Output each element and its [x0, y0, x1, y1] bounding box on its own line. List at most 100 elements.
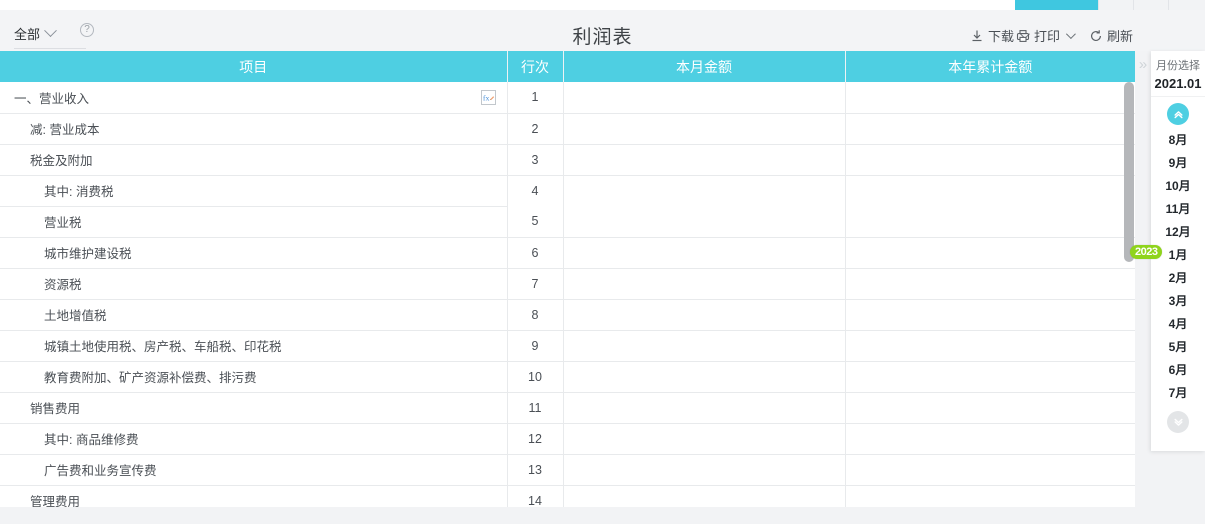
column-header-ytd[interactable]: 本年累计金额 [845, 51, 1135, 82]
column-header-item[interactable]: 项目 [0, 51, 508, 82]
cell-item[interactable]: 其中: 商品维修费 [0, 423, 508, 455]
print-label: 打印 [1034, 29, 1061, 44]
table-row[interactable]: 减: 营业成本 2 [0, 113, 1135, 145]
month-item[interactable]: 8月 [1168, 133, 1188, 147]
item-label: 城镇土地使用税、房产税、车船税、印花税 [44, 340, 282, 354]
cell-ytd-amount[interactable] [845, 485, 1135, 507]
cell-month-amount[interactable] [563, 330, 846, 362]
cell-month-amount[interactable] [563, 144, 846, 176]
cell-item[interactable]: 其中: 消费税 [0, 175, 508, 207]
table-row[interactable]: 销售费用 11 [0, 392, 1135, 424]
item-label: 一、营业收入 [14, 91, 90, 106]
cell-item[interactable]: 减: 营业成本 [0, 113, 508, 145]
cell-month-amount[interactable] [563, 299, 846, 331]
cell-ytd-amount[interactable] [845, 423, 1135, 455]
item-label: 销售费用 [30, 402, 81, 416]
help-icon[interactable]: ? [80, 23, 94, 37]
cell-line-number: 3 [507, 144, 564, 176]
cell-ytd-amount[interactable] [845, 454, 1135, 486]
item-label: 教育费附加、矿产资源补偿费、排污费 [44, 371, 257, 385]
cell-item[interactable]: 管理费用 [0, 485, 508, 507]
cell-ytd-amount[interactable] [845, 392, 1135, 424]
cell-ytd-amount[interactable] [845, 144, 1135, 176]
month-selector-value[interactable]: 2021.01 [1154, 76, 1202, 91]
cell-item[interactable]: 资源税 [0, 268, 508, 300]
month-item[interactable]: 10月 [1165, 179, 1191, 193]
cell-line-number: 11 [507, 392, 564, 424]
month-item[interactable]: 2月 [1168, 271, 1188, 285]
cell-ytd-amount[interactable] [845, 361, 1135, 393]
cell-month-amount[interactable] [563, 82, 846, 114]
cell-ytd-amount[interactable] [845, 299, 1135, 331]
item-label: 其中: 商品维修费 [44, 433, 139, 447]
month-item[interactable]: 7月 [1168, 386, 1188, 400]
year-badge: 2023 [1130, 245, 1163, 259]
table-row[interactable]: 营业税 5 [0, 206, 1135, 238]
cell-line-number: 5 [507, 206, 564, 238]
month-item[interactable]: 11月 [1165, 202, 1191, 216]
cell-ytd-amount[interactable] [845, 206, 1135, 238]
active-tab-indicator[interactable] [1015, 0, 1098, 10]
cell-ytd-amount[interactable] [845, 330, 1135, 362]
cell-month-amount[interactable] [563, 175, 846, 206]
refresh-button[interactable]: 刷新 [1089, 26, 1133, 45]
cell-month-amount[interactable] [563, 206, 846, 238]
cell-month-amount[interactable] [563, 423, 846, 455]
cell-line-number: 14 [507, 485, 564, 507]
cell-month-amount[interactable] [563, 237, 846, 269]
refresh-label: 刷新 [1107, 29, 1134, 44]
cell-month-amount[interactable] [563, 454, 846, 486]
cell-item[interactable]: 税金及附加 [0, 144, 508, 176]
double-chevron-up-icon[interactable] [1167, 103, 1189, 125]
table-row[interactable]: 教育费附加、矿产资源补偿费、排污费 10 [0, 361, 1135, 393]
cell-month-amount[interactable] [563, 361, 846, 393]
table-row[interactable]: 其中: 消费税 4 [0, 175, 1135, 207]
month-item[interactable]: 12月 [1165, 225, 1191, 239]
cell-item[interactable]: 销售费用 [0, 392, 508, 424]
table-row[interactable]: 其中: 商品维修费 12 [0, 423, 1135, 455]
vertical-scrollbar-thumb[interactable] [1124, 82, 1134, 262]
cell-month-amount[interactable] [563, 113, 846, 145]
double-chevron-down-icon[interactable] [1167, 411, 1189, 433]
cell-ytd-amount[interactable] [845, 237, 1135, 269]
cell-item[interactable]: 营业税 [0, 206, 508, 238]
table-row[interactable]: 税金及附加 3 [0, 144, 1135, 176]
cell-month-amount[interactable] [563, 485, 846, 507]
cell-item[interactable]: 教育费附加、矿产资源补偿费、排污费 [0, 361, 508, 393]
table-row[interactable]: 管理费用 14 [0, 485, 1135, 507]
collapse-panel-icon[interactable]: » [1138, 56, 1148, 73]
printer-icon [1016, 29, 1030, 43]
vertical-scrollbar[interactable] [1122, 51, 1136, 507]
cell-month-amount[interactable] [563, 268, 846, 300]
table-row[interactable]: 土地增值税 8 [0, 299, 1135, 331]
cell-line-number: 2 [507, 113, 564, 145]
month-item[interactable]: 4月 [1168, 317, 1188, 331]
cell-item[interactable]: 城镇土地使用税、房产税、车船税、印花税 [0, 330, 508, 362]
cell-item[interactable]: 土地增值税 [0, 299, 508, 331]
cell-ytd-amount[interactable] [845, 113, 1135, 145]
table-row[interactable]: 资源税 7 [0, 268, 1135, 300]
month-item[interactable]: 1月 [1168, 248, 1188, 262]
item-label: 广告费和业务宣传费 [44, 464, 157, 478]
cell-ytd-amount[interactable] [845, 82, 1135, 114]
month-item[interactable]: 6月 [1168, 363, 1188, 377]
cell-month-amount[interactable] [563, 392, 846, 424]
cell-item[interactable]: 广告费和业务宣传费 [0, 454, 508, 486]
download-button[interactable]: 下载 [970, 26, 1030, 45]
table-row[interactable]: 一、营业收入 fx 1 [0, 82, 1135, 114]
table-row[interactable]: 广告费和业务宣传费 13 [0, 454, 1135, 486]
column-header-month[interactable]: 本月金额 [563, 51, 846, 82]
cell-item[interactable]: 城市维护建设税 [0, 237, 508, 269]
formula-edit-icon[interactable]: fx [480, 90, 496, 105]
cell-item[interactable]: 一、营业收入 fx [0, 82, 508, 114]
table-row[interactable]: 城市维护建设税 6 [0, 237, 1135, 269]
month-item[interactable]: 5月 [1168, 340, 1188, 354]
column-header-line[interactable]: 行次 [507, 51, 564, 82]
month-item[interactable]: 3月 [1168, 294, 1188, 308]
table-row[interactable]: 城镇土地使用税、房产税、车船税、印花税 9 [0, 330, 1135, 362]
cell-ytd-amount[interactable] [845, 175, 1135, 206]
month-item[interactable]: 9月 [1168, 156, 1188, 170]
scope-dropdown[interactable]: 全部 [14, 24, 86, 49]
print-button[interactable]: 打印 [1016, 26, 1076, 45]
cell-ytd-amount[interactable] [845, 268, 1135, 300]
